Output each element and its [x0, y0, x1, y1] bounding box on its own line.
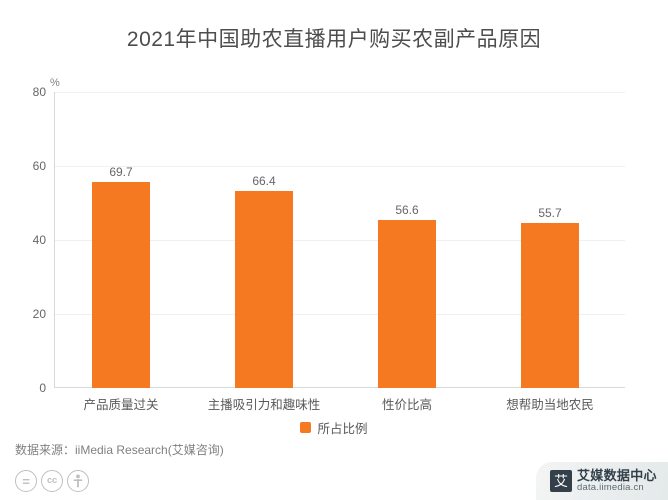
bar[interactable] [378, 220, 436, 388]
y-tick-label: 80 [32, 85, 46, 99]
y-tick-label: 60 [32, 159, 46, 173]
y-tick-label: 40 [32, 233, 46, 247]
gridline [54, 314, 625, 315]
bar[interactable] [521, 223, 579, 388]
x-tick-label: 想帮助当地农民 [506, 398, 594, 412]
chart-title: 2021年中国助农直播用户购买农副产品原因 [126, 28, 542, 51]
brand-mark-icon: 艾 [550, 470, 572, 492]
bar-value-label: 56.6 [395, 203, 419, 218]
brand-url: data.iimedia.cn [577, 481, 644, 493]
chart-legend[interactable]: 所占比例 [0, 418, 668, 437]
person-icon [67, 470, 89, 492]
bar[interactable] [235, 191, 293, 388]
creative-commons-icon-group: = cc [15, 470, 89, 492]
legend-color-swatch [300, 422, 312, 433]
x-axis-tick-labels: 产品质量过关 主播吸引力和趣味性 性价比高 想帮助当地农民 [54, 394, 625, 414]
x-tick-label: 产品质量过关 [83, 398, 159, 412]
bar-value-label: 69.7 [109, 164, 133, 179]
brand-text: 艾媒数据中心 data.iimedia.cn [577, 469, 657, 493]
x-tick-label: 性价比高 [381, 398, 433, 412]
data-source-text: 数据来源：iiMedia Research(艾媒咨询) [15, 443, 224, 457]
bar-column[interactable]: 66.4 [235, 92, 293, 388]
x-tick-label: 主播吸引力和趣味性 [207, 398, 321, 412]
y-tick-label: 0 [39, 381, 46, 395]
y-axis-line [54, 92, 55, 388]
bar-value-label: 55.7 [538, 206, 562, 221]
brand-logo[interactable]: 艾 艾媒数据中心 data.iimedia.cn [536, 462, 668, 500]
legend-item-label: 所占比例 [317, 422, 368, 436]
creative-commons-icon: cc [41, 470, 63, 492]
gridline [54, 166, 625, 167]
plot-area: 69.7 66.4 56.6 55.7 [54, 92, 625, 388]
y-axis-tick-labels: 80 60 40 20 0 [0, 85, 46, 395]
bar-column[interactable]: 56.6 [378, 92, 436, 388]
bar-column[interactable]: 69.7 [92, 92, 150, 388]
bar-column[interactable]: 55.7 [521, 92, 579, 388]
brand-name: 艾媒数据中心 [577, 468, 657, 484]
gridline [54, 240, 625, 241]
bar[interactable] [92, 181, 150, 388]
x-axis-line [54, 387, 625, 388]
bar-value-label: 66.4 [252, 174, 276, 189]
gridline [54, 92, 625, 93]
y-tick-label: 20 [32, 307, 46, 321]
y-axis-unit-label: % [50, 77, 60, 89]
equals-icon: = [15, 470, 37, 492]
